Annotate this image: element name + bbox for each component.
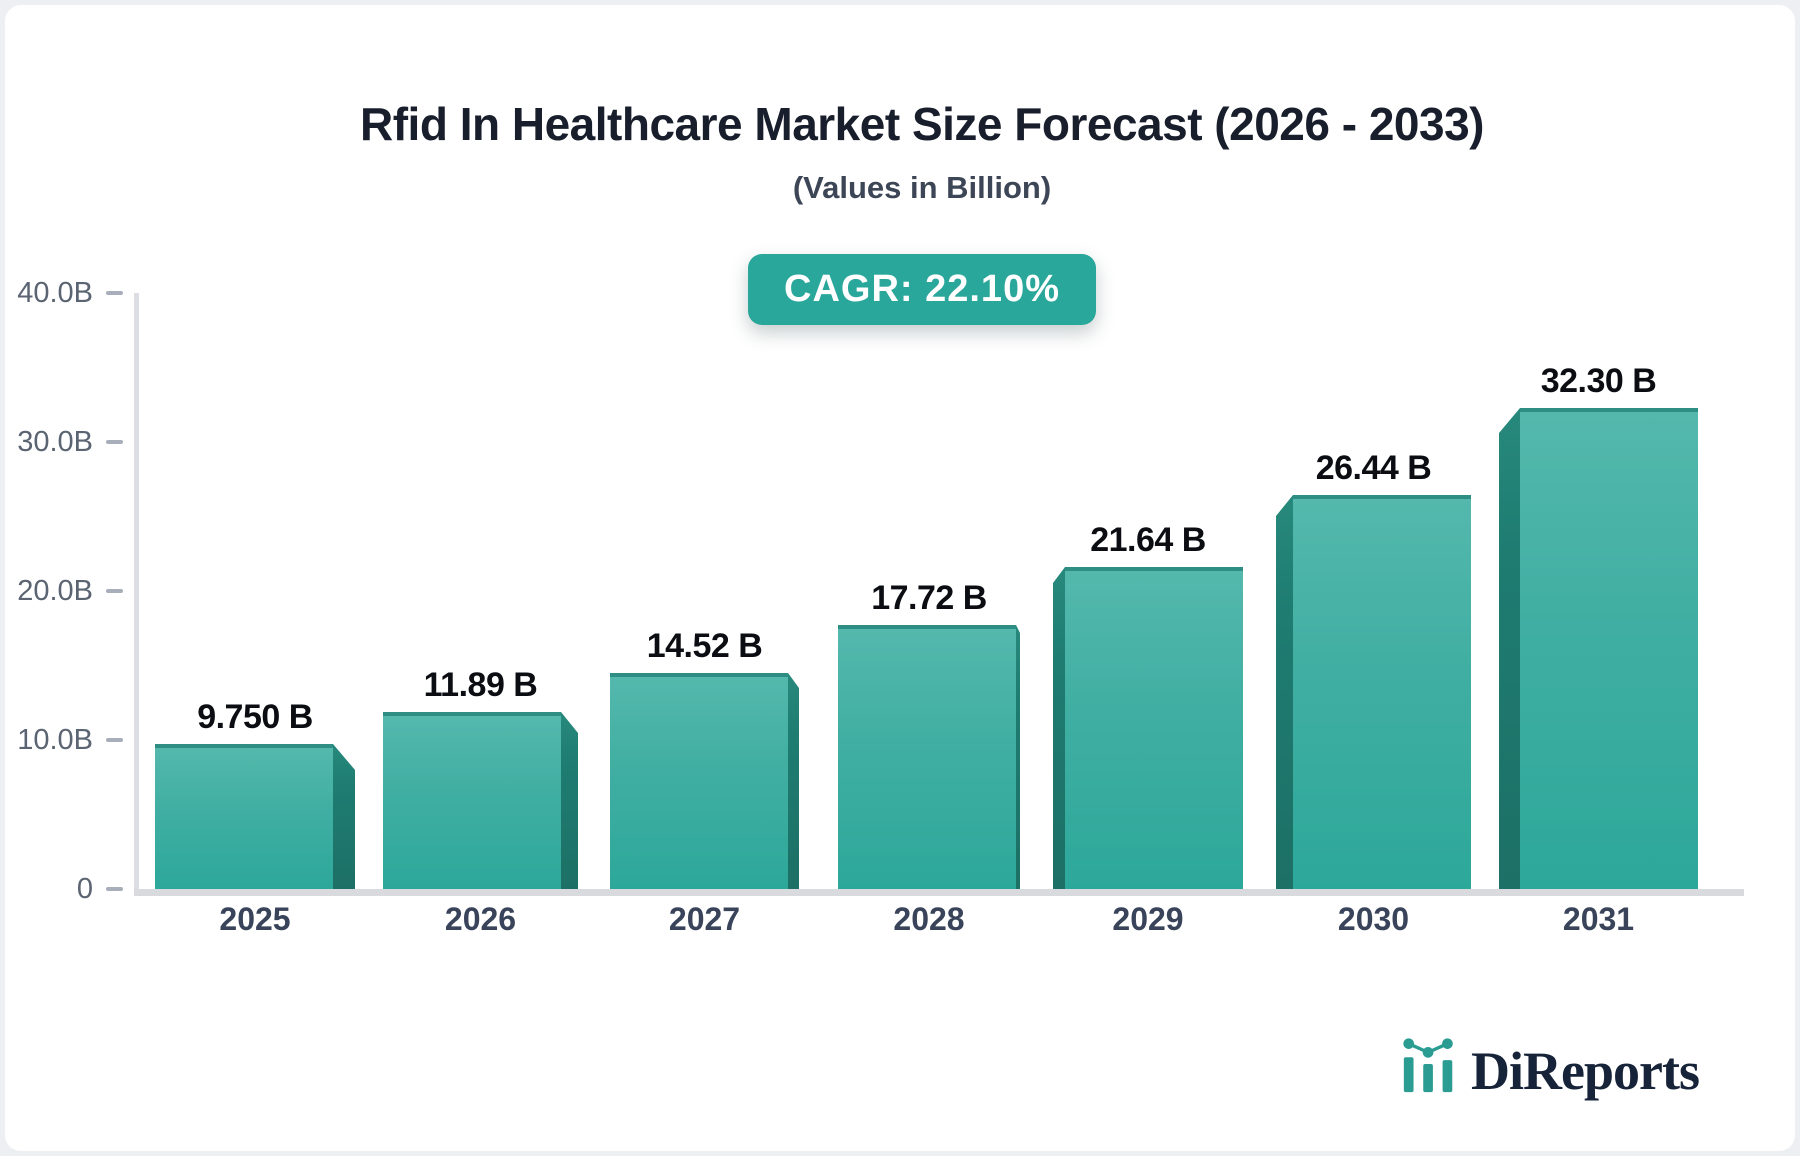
bar-3d-side [333,744,355,889]
bar-3d-side [788,673,799,889]
bar-2027[interactable]: 14.52 B [610,629,799,889]
bar-face [1293,495,1471,889]
y-axis-tick-mark [106,738,123,742]
bar-face [383,712,561,889]
x-axis-baseline [134,889,1744,896]
chart-card: Rfid In Healthcare Market Size Forecast … [5,5,1795,1151]
bar-value-label: 32.30 B [1540,362,1657,400]
y-axis-label: 0 [76,873,93,905]
bar-face [610,673,788,889]
bar-3d-side [1276,495,1293,889]
chart-subtitle: (Values in Billion) [792,170,1052,205]
bar-2029[interactable]: 21.64 B [1053,523,1243,889]
chart-title: Rfid In Healthcare Market Size Forecast … [360,98,1484,150]
bar-value-label: 17.72 B [871,579,987,617]
y-axis-label: 10.0B [17,724,93,756]
x-axis-label-2028: 2028 [893,901,965,937]
bar-2028[interactable]: 17.72 B [838,581,1020,889]
x-axis-label-2027: 2027 [668,901,741,937]
bar-face [155,744,333,889]
chart-area: 0 10.0B 20.0B 30.0B 40.0B 9.750 B 11.89 B 14.5… [5,5,1795,1151]
y-axis-label: 30.0B [17,426,93,458]
bar-value-label: 21.64 B [1090,521,1206,559]
bar-2025[interactable]: 9.750 B [155,700,355,889]
bar-3d-side [1016,625,1020,889]
cagr-badge: CAGR: 22.10% [748,254,1096,325]
bar-value-label: 14.52 B [646,627,763,665]
mini-bar-chart-icon [1403,1038,1453,1093]
x-axis-label-2029: 2029 [1112,901,1184,937]
y-axis-tick-mark [106,887,123,891]
y-axis-tick-mark [106,440,123,444]
bar-value-label: 11.89 B [423,666,538,704]
y-axis-label: 20.0B [17,575,93,607]
bar-3d-side [1053,567,1065,889]
y-axis-line [134,293,139,889]
direports-logo[interactable]: DiReports [1399,1035,1700,1101]
bar-2030[interactable]: 26.44 B [1276,451,1471,889]
bar-face [1520,408,1698,889]
bar-2026[interactable]: 11.89 B [383,668,578,889]
x-axis-label-2025: 2025 [219,901,291,937]
bar-face [838,625,1016,889]
bar-value-label: 26.44 B [1315,449,1432,487]
y-axis-tick-mark [106,589,123,593]
bar-3d-side [561,712,578,889]
x-axis-label-2030: 2030 [1337,901,1410,937]
x-axis-label-2031: 2031 [1562,901,1635,937]
y-axis-tick-mark [106,291,123,295]
bar-face [1065,567,1243,889]
bar-value-label: 9.750 B [197,698,313,736]
bar-3d-side [1499,408,1520,889]
x-axis-label-2026: 2026 [444,901,517,937]
y-axis-label: 40.0B [17,277,93,309]
logo-text: DiReports [1471,1040,1700,1101]
bar-2031[interactable]: 32.30 B [1499,364,1698,889]
